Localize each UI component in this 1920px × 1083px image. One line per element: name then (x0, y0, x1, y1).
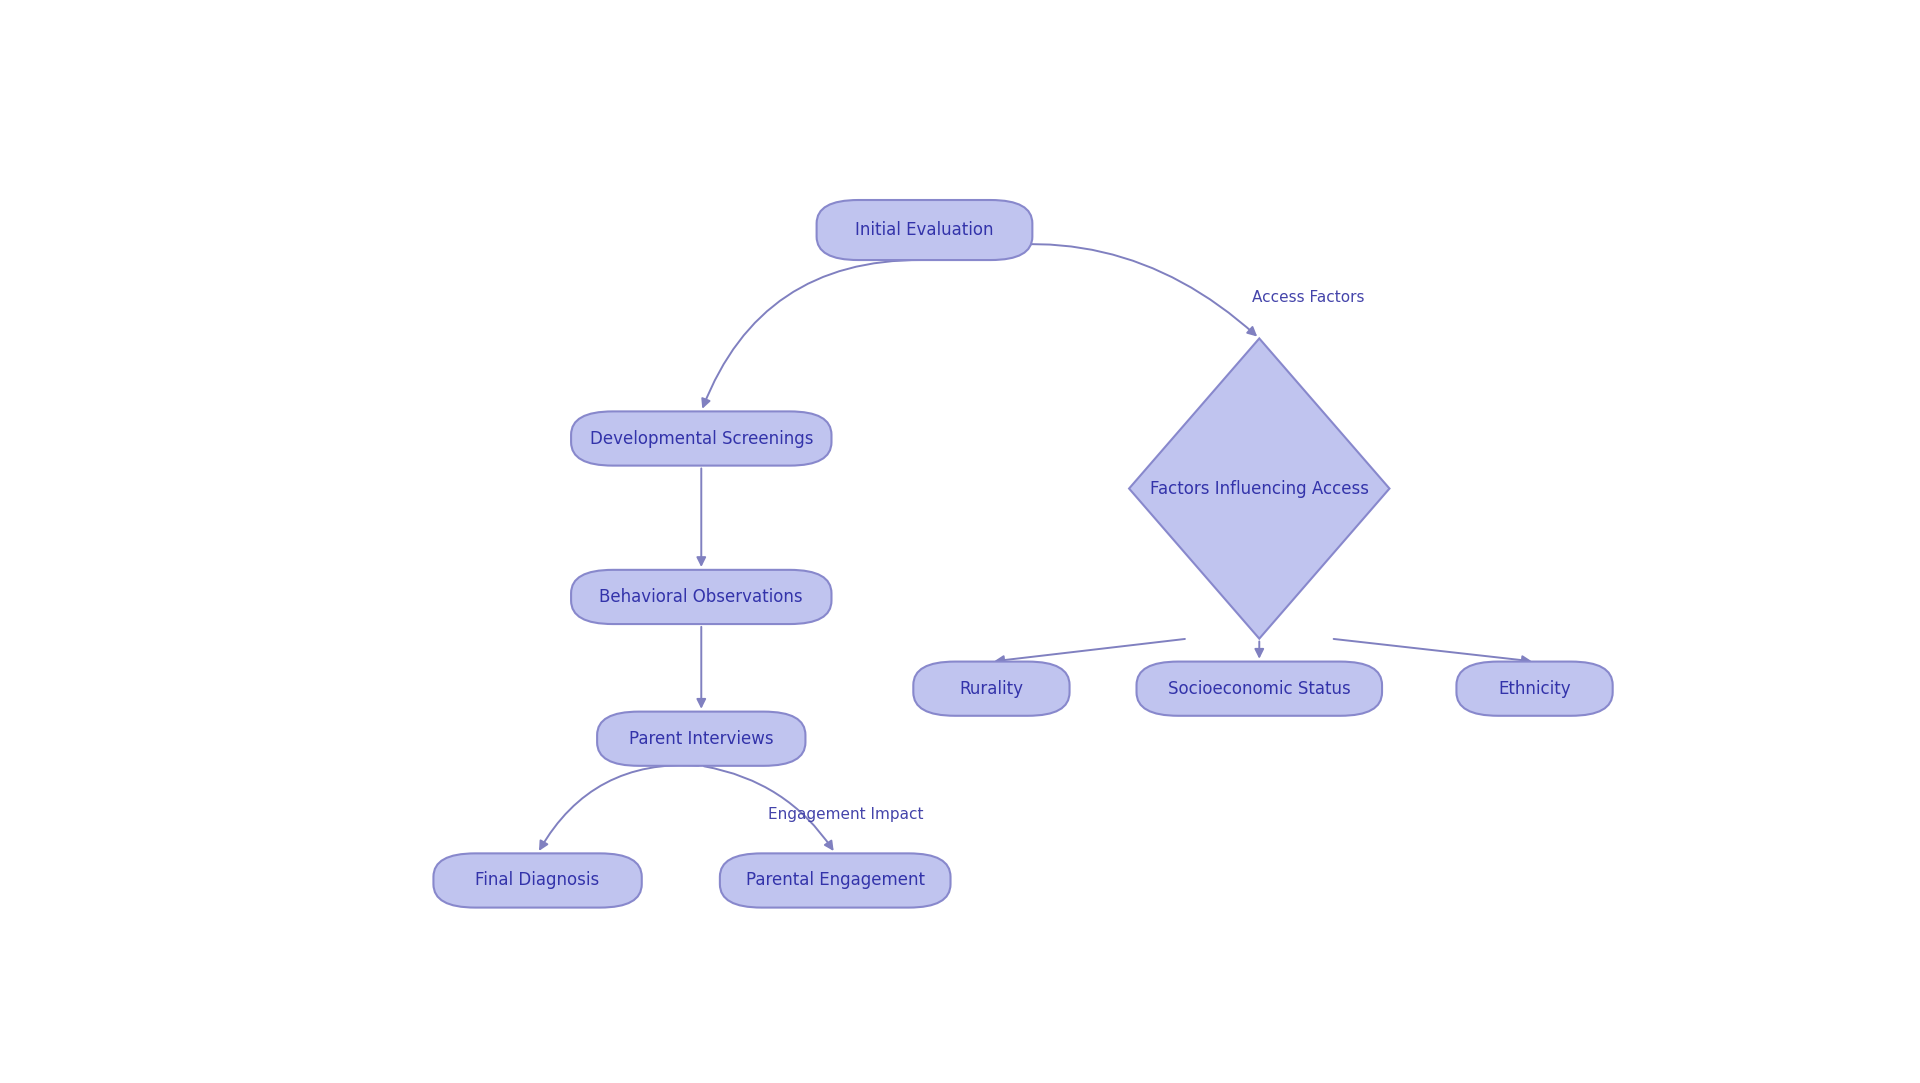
Text: Developmental Screenings: Developmental Screenings (589, 430, 812, 447)
FancyBboxPatch shape (720, 853, 950, 908)
FancyBboxPatch shape (570, 412, 831, 466)
FancyBboxPatch shape (1457, 662, 1613, 716)
Text: Final Diagnosis: Final Diagnosis (476, 872, 599, 889)
FancyBboxPatch shape (914, 662, 1069, 716)
Text: Parental Engagement: Parental Engagement (745, 872, 925, 889)
Text: Engagement Impact: Engagement Impact (768, 807, 924, 822)
FancyBboxPatch shape (1137, 662, 1382, 716)
Text: Parent Interviews: Parent Interviews (630, 730, 774, 747)
Polygon shape (1129, 338, 1390, 639)
FancyBboxPatch shape (597, 712, 806, 766)
Text: Rurality: Rurality (960, 680, 1023, 697)
FancyBboxPatch shape (570, 570, 831, 624)
Text: Initial Evaluation: Initial Evaluation (854, 221, 995, 239)
FancyBboxPatch shape (816, 200, 1033, 260)
FancyBboxPatch shape (434, 853, 641, 908)
Text: Socioeconomic Status: Socioeconomic Status (1167, 680, 1350, 697)
Text: Access Factors: Access Factors (1252, 290, 1365, 305)
Text: Factors Influencing Access: Factors Influencing Access (1150, 480, 1369, 497)
Text: Behavioral Observations: Behavioral Observations (599, 588, 803, 606)
Text: Ethnicity: Ethnicity (1498, 680, 1571, 697)
